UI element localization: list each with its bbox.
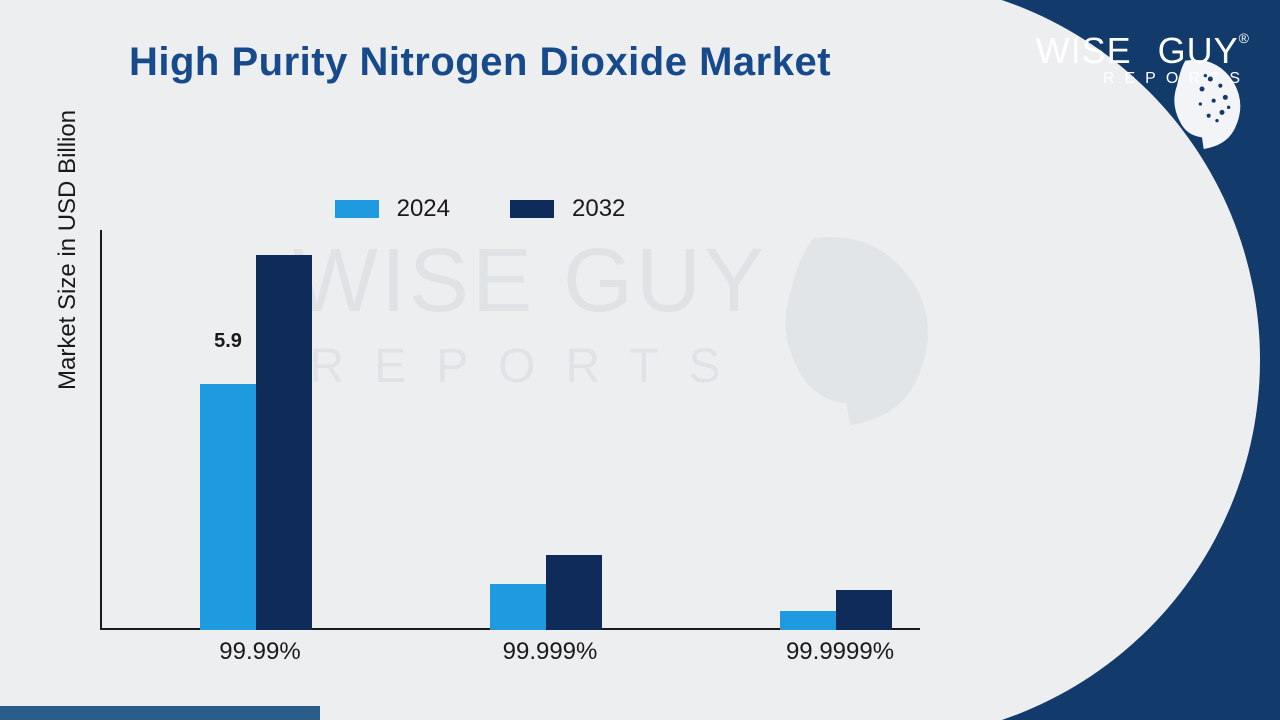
legend-item-2032: 2032 — [510, 195, 625, 223]
chart-title: High Purity Nitrogen Dioxide Market — [0, 40, 960, 85]
chart-legend: 2024 2032 — [0, 195, 960, 223]
brand-word-wise: WISE — [1036, 30, 1132, 71]
chart-bar — [836, 590, 892, 630]
legend-swatch — [510, 200, 554, 218]
chart-plot-area: 5.9 99.99% 99.999% 99.9999% — [100, 230, 920, 630]
chart-bar — [780, 611, 836, 630]
y-axis-line — [100, 230, 102, 630]
chart-bar — [490, 584, 546, 630]
chart-bar — [546, 555, 602, 630]
bar-value-label: 5.9 — [200, 330, 256, 357]
x-category-label: 99.99% — [160, 630, 360, 666]
legend-swatch — [335, 200, 379, 218]
chart-bar — [200, 384, 256, 630]
legend-label: 2024 — [397, 195, 450, 223]
legend-item-2024: 2024 — [335, 195, 450, 223]
report-graphic: WISE GUY REPORTS High Purity Nitrogen Di… — [0, 0, 1280, 720]
registered-icon: ® — [1239, 30, 1250, 46]
brain-head-icon — [1142, 54, 1262, 154]
bottom-accent-bar — [0, 706, 320, 720]
brand-logo: WISE GUY® REPORTS — [990, 30, 1250, 88]
legend-label: 2032 — [572, 195, 625, 223]
chart-bar — [256, 255, 312, 630]
y-axis-label: Market Size in USD Billion — [54, 110, 82, 390]
x-category-label: 99.999% — [450, 630, 650, 666]
x-category-label: 99.9999% — [740, 630, 940, 666]
